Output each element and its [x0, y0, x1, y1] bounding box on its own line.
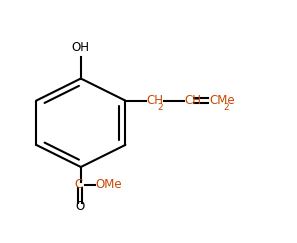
Text: C: C [74, 178, 83, 191]
Text: CMe: CMe [209, 94, 235, 107]
Text: OH: OH [72, 42, 90, 54]
Text: O: O [75, 200, 85, 213]
Text: OMe: OMe [96, 178, 122, 191]
Text: CH: CH [184, 94, 201, 107]
Text: CH: CH [147, 94, 164, 107]
Text: 2: 2 [223, 103, 229, 112]
Text: 2: 2 [157, 103, 163, 112]
